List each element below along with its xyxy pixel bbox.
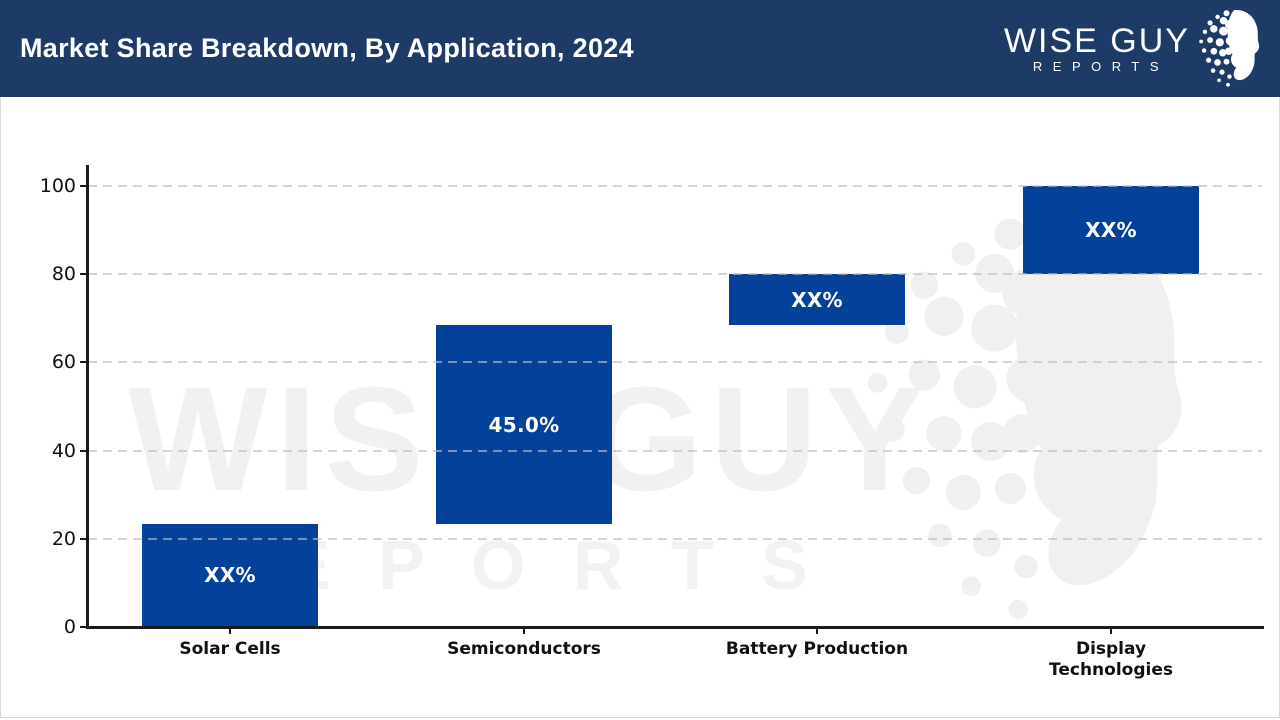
y-axis-tick-80	[80, 273, 87, 276]
bar-label-semiconductors: 45.0%	[488, 412, 560, 437]
x-axis-tick-solar-cells	[229, 628, 231, 634]
bar-label-battery-production: XX%	[791, 287, 843, 312]
bar-label-solar-cells: XX%	[204, 563, 256, 588]
bar-battery-production: XX%	[729, 273, 905, 326]
logo-wordmark-line2: REPORTS	[1032, 59, 1170, 75]
gridline-100	[88, 185, 1262, 187]
y-tick-label-60: 60	[51, 351, 76, 374]
y-axis-line	[86, 165, 89, 627]
y-axis-tick-0	[80, 626, 87, 628]
y-axis-tick-20	[80, 537, 87, 540]
bar-semiconductors: 45.0%	[436, 325, 612, 524]
gridline-60	[88, 361, 1262, 364]
logo-wordmark: WISE GUY REPORTS	[1003, 21, 1190, 75]
page-title: Market Share Breakdown, By Application, …	[20, 33, 634, 63]
y-axis-tick-40	[80, 449, 87, 452]
y-tick-label-0: 0	[63, 616, 76, 638]
y-axis-tick-60	[80, 361, 87, 364]
x-axis-tick-semiconductors	[523, 628, 525, 634]
y-tick-label-20: 20	[51, 527, 76, 550]
y-tick-label-100: 100	[39, 175, 76, 197]
gridline-40	[88, 449, 1262, 452]
gridline-20	[88, 537, 1262, 540]
logo-wordmark-line1: WISE GUY	[1003, 21, 1190, 60]
chart: WISE GUY R E P O R T S 0 20 40 60 80 100 XX% So…	[0, 97, 1280, 720]
x-category-label-battery-production: Battery Production	[725, 639, 909, 659]
bar-solar-cells: XX%	[142, 523, 318, 627]
x-category-label-semiconductors: Semiconductors	[447, 639, 601, 659]
logo: WISE GUY REPORTS	[1004, 8, 1264, 90]
x-category-label-display-technologies: Display Technologies	[1049, 639, 1173, 680]
header: Market Share Breakdown, By Application, …	[0, 0, 1280, 97]
y-tick-label-40: 40	[51, 439, 76, 462]
y-axis-tick-100	[80, 185, 87, 187]
bar-display-technologies: XX%	[1023, 186, 1199, 274]
gridline-80	[88, 273, 1262, 276]
x-axis-tick-display-technologies	[1110, 628, 1112, 634]
x-axis-tick-battery-production	[816, 628, 818, 634]
y-tick-label-80: 80	[51, 263, 76, 286]
bar-label-display-technologies: XX%	[1085, 217, 1137, 242]
x-axis-line	[86, 626, 1264, 629]
logo-face-icon	[1186, 8, 1264, 90]
x-category-label-solar-cells: Solar Cells	[179, 639, 281, 659]
